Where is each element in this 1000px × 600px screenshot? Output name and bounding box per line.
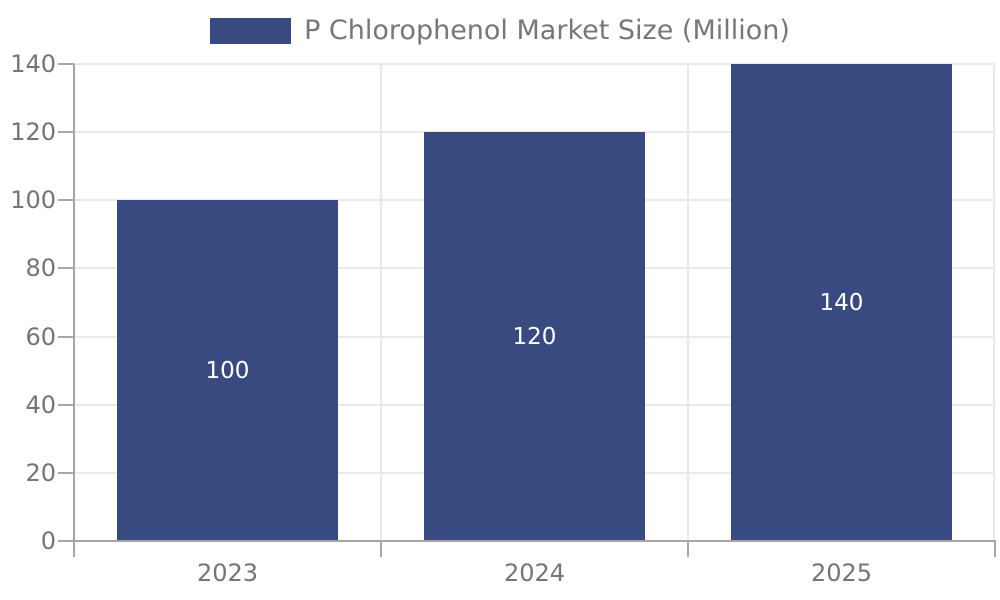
x-axis-tick [994, 541, 996, 557]
legend-swatch [210, 18, 292, 44]
y-axis-tick-label: 80 [25, 254, 56, 283]
y-axis-tick [58, 267, 74, 270]
bar-value-label: 100 [205, 357, 250, 384]
y-axis-tick-label: 120 [10, 118, 56, 147]
x-axis-tick [380, 541, 382, 557]
h-gridline [74, 131, 995, 134]
bar-value-label: 140 [819, 289, 864, 316]
y-axis-tick-label: 20 [25, 458, 56, 487]
bar-2024[interactable]: 120 [423, 132, 645, 541]
v-gridline [687, 64, 689, 541]
x-axis-tick [687, 541, 689, 557]
y-axis-tick [58, 131, 74, 134]
y-axis-tick [58, 403, 74, 406]
y-axis-tick-label: 100 [10, 186, 56, 215]
y-axis-tick [58, 63, 74, 65]
y-axis-tick-label: 40 [25, 390, 56, 419]
legend-row: P Chlorophenol Market Size (Million) [0, 15, 1000, 46]
h-gridline [74, 63, 995, 65]
x-axis-tick-label: 2025 [810, 559, 873, 587]
y-axis-tick [58, 199, 74, 202]
x-axis-tick-label: 2024 [503, 559, 566, 587]
bar-2023[interactable]: 100 [116, 200, 338, 541]
y-axis-tick-label: 0 [40, 527, 56, 555]
plot-area: 100 120 140 [74, 63, 995, 541]
v-gridline [380, 64, 382, 541]
plot-right-border [993, 64, 995, 541]
legend-label: P Chlorophenol Market Size (Million) [304, 15, 790, 46]
x-axis-tick [73, 541, 75, 557]
bar-value-label: 120 [512, 323, 557, 350]
legend-item[interactable]: P Chlorophenol Market Size (Million) [210, 15, 790, 46]
y-axis-tick [58, 471, 74, 474]
y-axis-tick [58, 335, 74, 338]
y-axis-tick [58, 540, 74, 542]
bar-2025[interactable]: 140 [730, 64, 952, 541]
y-axis-tick-label: 60 [25, 322, 56, 351]
x-axis-tick-label: 2023 [196, 559, 259, 587]
y-axis-tick-label: 140 [10, 50, 56, 78]
